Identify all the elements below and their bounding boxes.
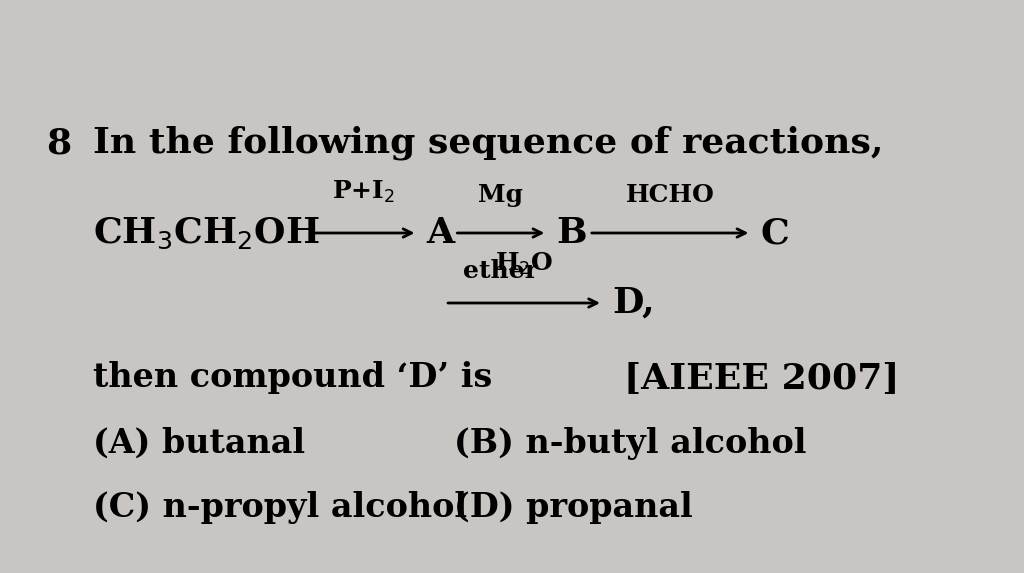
Text: (C) n-propyl alcohol: (C) n-propyl alcohol: [93, 492, 467, 524]
Text: P+I$_2$: P+I$_2$: [332, 179, 394, 205]
Text: (B) n-butyl alcohol: (B) n-butyl alcohol: [455, 426, 807, 460]
Text: In the following sequence of reactions,: In the following sequence of reactions,: [93, 125, 883, 160]
Text: Mg: Mg: [478, 183, 523, 207]
Text: B: B: [556, 216, 587, 250]
Text: A: A: [427, 216, 455, 250]
Text: CH$_3$CH$_2$OH: CH$_3$CH$_2$OH: [93, 215, 319, 250]
Text: then compound ‘D’ is: then compound ‘D’ is: [93, 362, 492, 394]
Text: HCHO: HCHO: [626, 183, 715, 207]
Text: (A) butanal: (A) butanal: [93, 426, 305, 460]
Text: [AIEEE 2007]: [AIEEE 2007]: [625, 361, 900, 395]
Text: ether: ether: [464, 259, 539, 283]
Text: (D) propanal: (D) propanal: [455, 492, 693, 524]
Text: C: C: [761, 216, 790, 250]
Text: H$_2$O: H$_2$O: [495, 251, 553, 277]
Text: D,: D,: [612, 286, 654, 320]
Text: 8: 8: [46, 126, 72, 160]
